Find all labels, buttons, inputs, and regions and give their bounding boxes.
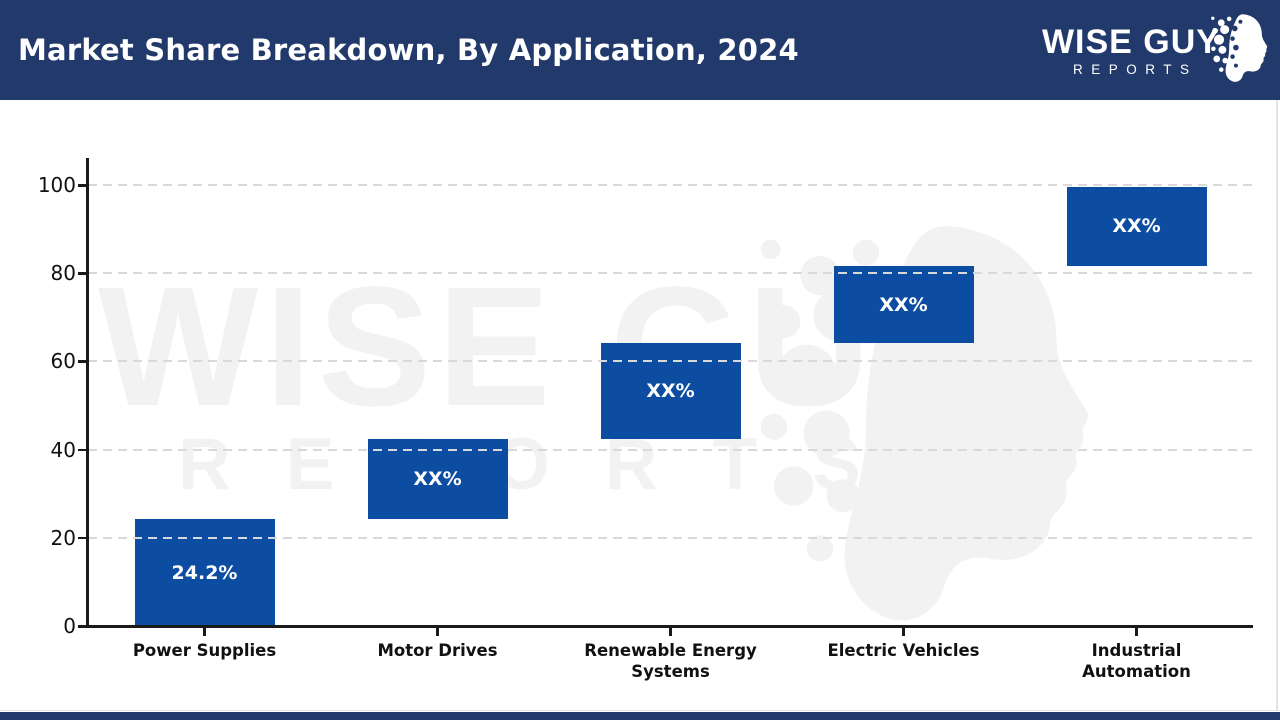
y-tick-label-80: 80 bbox=[50, 261, 76, 286]
x-category-label: Renewable Energy Systems bbox=[584, 641, 757, 681]
footer-bar bbox=[0, 712, 1280, 720]
x-category-label: Industrial Automation bbox=[1082, 641, 1191, 681]
bar-4: XX% bbox=[833, 266, 974, 343]
y-tick-mark-20 bbox=[78, 536, 86, 540]
x-category-label: Motor Drives bbox=[377, 641, 498, 660]
x-tick-mark-5 bbox=[1135, 627, 1138, 636]
bar-2: XX% bbox=[367, 439, 508, 520]
gridline-100 bbox=[88, 184, 1253, 186]
gridline-60 bbox=[88, 360, 1253, 363]
bar-value-label: XX% bbox=[413, 468, 462, 491]
page-title: Market Share Breakdown, By Application, … bbox=[18, 33, 799, 67]
y-tick-mark-80 bbox=[78, 272, 86, 275]
x-tick-mark-3 bbox=[669, 627, 672, 636]
y-tick-mark-100 bbox=[78, 184, 86, 187]
x-axis-line bbox=[86, 625, 1253, 628]
y-tick-label-40: 40 bbox=[50, 437, 76, 462]
brand-name: WISE GUY bbox=[1041, 23, 1220, 62]
watermark-subword: REPORTS bbox=[178, 424, 916, 505]
bar-value-label: XX% bbox=[646, 380, 695, 403]
x-tick-mark-2 bbox=[436, 627, 439, 636]
gridline-80 bbox=[88, 272, 1253, 275]
bar-1: 24.2% bbox=[134, 519, 275, 626]
bar-value-label: 24.2% bbox=[171, 561, 238, 584]
gridline-40 bbox=[88, 448, 1253, 451]
bar-value-label: XX% bbox=[879, 293, 928, 316]
y-tick-label-100: 100 bbox=[37, 173, 76, 197]
x-category-label: Electric Vehicles bbox=[827, 641, 980, 660]
y-tick-mark-60 bbox=[78, 360, 86, 363]
y-tick-mark-40 bbox=[78, 448, 86, 452]
x-tick-mark-1 bbox=[203, 627, 206, 636]
bar-value-label: XX% bbox=[1112, 215, 1161, 238]
y-tick-mark-0 bbox=[78, 625, 86, 628]
y-tick-label-0: 0 bbox=[63, 614, 76, 638]
brand-logo: WISE GUY REPORTS bbox=[1042, 8, 1272, 94]
brand-wordmark: WISE GUY REPORTS bbox=[1042, 25, 1220, 77]
footer-divider bbox=[0, 710, 1280, 711]
header-bar: Market Share Breakdown, By Application, … bbox=[0, 0, 1280, 100]
y-axis-line bbox=[86, 158, 89, 628]
right-border bbox=[1276, 100, 1278, 711]
x-category-label: Power Supplies bbox=[132, 641, 277, 660]
y-tick-label-20: 20 bbox=[50, 525, 76, 550]
bar-3: XX% bbox=[600, 342, 741, 440]
x-tick-mark-4 bbox=[902, 627, 905, 636]
plot-area: 0 20 40 60 80 100 24.2% Power Supplies XX% Motor … bbox=[0, 100, 1280, 712]
wise-guy-head-icon bbox=[1211, 14, 1268, 82]
brand-subname: REPORTS bbox=[1072, 62, 1198, 78]
y-tick-label-60: 60 bbox=[50, 349, 76, 374]
bar-5: XX% bbox=[1066, 186, 1207, 267]
gridline-20 bbox=[88, 536, 1253, 539]
